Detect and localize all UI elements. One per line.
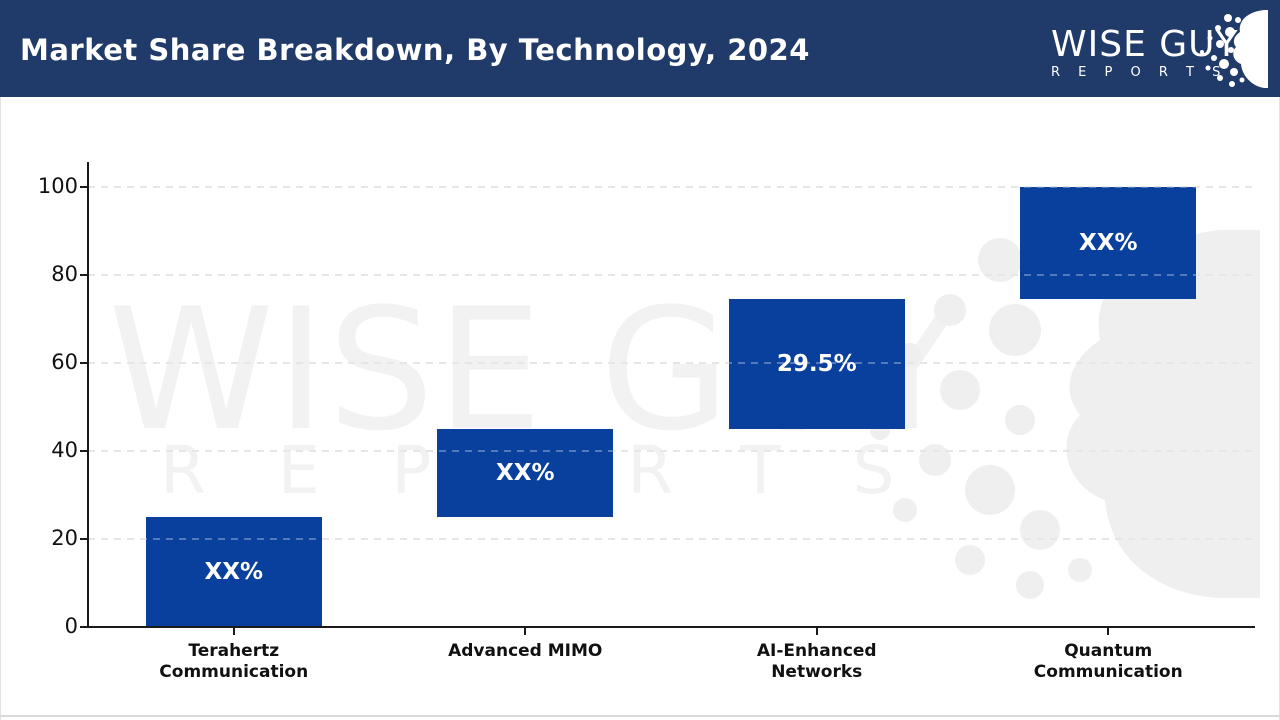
gridline	[88, 362, 1254, 364]
y-tick-mark	[80, 538, 88, 540]
logo-subtitle: R E P O R T S	[1051, 65, 1228, 80]
gridline	[88, 538, 1254, 540]
y-tick-mark	[80, 186, 88, 188]
bar: XX%	[437, 429, 614, 517]
y-tick-mark	[80, 274, 88, 276]
y-tick-label: 60	[51, 350, 78, 374]
x-tick-mark	[524, 628, 527, 635]
logo-face-icon	[1200, 10, 1268, 88]
x-tick-mark	[232, 628, 235, 635]
x-tick-mark	[815, 628, 818, 635]
y-tick-label: 20	[51, 526, 78, 550]
gridline	[88, 274, 1254, 276]
y-tick-mark	[80, 450, 88, 452]
x-axis-spine	[87, 626, 1255, 628]
x-tick-mark	[1107, 628, 1110, 635]
gridline	[88, 362, 1254, 364]
y-tick-mark	[80, 362, 88, 364]
bar-value-label: 29.5%	[776, 351, 857, 378]
y-tick-mark	[80, 626, 88, 628]
bar-value-label: XX%	[1078, 230, 1138, 257]
bar: 29.5%	[728, 299, 905, 429]
header-band: Market Share Breakdown, By Technology, 2…	[0, 0, 1280, 97]
logo-text: WISE GUY R E P O R T S	[1051, 24, 1239, 81]
bar-value-label: XX%	[204, 559, 263, 585]
y-axis-spine	[87, 162, 89, 628]
y-tick-label: 80	[51, 262, 78, 286]
x-tick-label: Advanced MIMO	[448, 641, 603, 661]
gridline	[88, 450, 1254, 452]
bottom-divider	[0, 715, 1280, 717]
y-tick-label: 40	[51, 438, 78, 462]
page-title: Market Share Breakdown, By Technology, 2…	[20, 33, 810, 67]
gridline	[88, 274, 1254, 276]
gridline	[88, 538, 1254, 540]
y-tick-label: 0	[64, 614, 78, 638]
gridline	[88, 186, 1254, 188]
x-tick-label: Terahertz Communication	[159, 641, 309, 682]
gridline	[88, 186, 1254, 188]
watermark-face-icon: .	[870, 208, 1260, 599]
bar-value-label: XX%	[495, 460, 555, 486]
x-tick-label: AI-Enhanced Networks	[756, 641, 877, 682]
logo-wordmark: WISE GUY	[1051, 24, 1239, 65]
bar: XX%	[1020, 187, 1197, 300]
wise-guy-reports-logo: WISE GUY R E P O R T S	[1018, 6, 1268, 92]
bar: XX%	[145, 517, 322, 627]
x-tick-label: Quantum Communication	[1033, 641, 1183, 682]
gridline	[88, 450, 1254, 452]
y-tick-label: 100	[37, 174, 78, 198]
